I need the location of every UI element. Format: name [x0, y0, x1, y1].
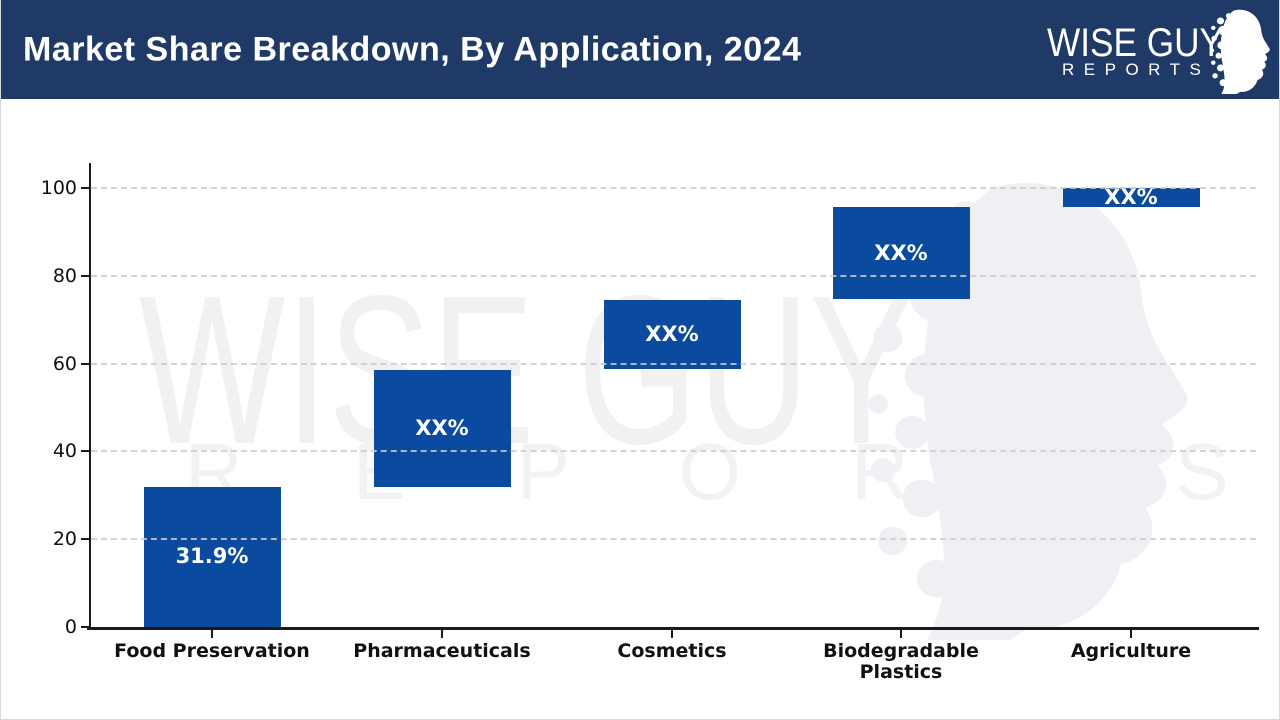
- x-tick-mark: [900, 630, 902, 638]
- y-tick-label: 20: [52, 528, 77, 551]
- logo-subtext: REPORTS: [1062, 60, 1211, 79]
- y-tick-mark: [81, 626, 90, 628]
- chart-title: Market Share Breakdown, By Application, …: [23, 30, 802, 68]
- y-tick-label: 0: [64, 616, 77, 638]
- x-tick-mark: [671, 630, 673, 638]
- y-tick-mark: [81, 362, 90, 365]
- bar-value-label: XX%: [645, 321, 699, 346]
- y-tick-label: 60: [52, 352, 77, 375]
- gridline-100: [91, 187, 1256, 189]
- y-tick-mark: [81, 538, 90, 541]
- bar-pharmaceuticals: XX%: [373, 370, 511, 487]
- y-tick-label: 100: [40, 177, 77, 199]
- gridline-60: [91, 362, 1256, 365]
- y-tick-label: 80: [52, 264, 77, 287]
- y-tick-label: 40: [52, 440, 77, 463]
- x-axis-label: Biodegradable Plastics: [823, 640, 979, 683]
- logo-wordmark: WISE GUY: [1047, 21, 1224, 65]
- x-tick-mark: [211, 630, 213, 638]
- logo-face-icon: [1210, 9, 1270, 94]
- y-axis-spine: [89, 163, 91, 629]
- x-axis-spine: [87, 627, 1259, 630]
- bar-agriculture: XX%: [1062, 185, 1200, 210]
- y-tick-mark: [81, 450, 90, 453]
- x-tick-mark: [1130, 630, 1132, 638]
- gridline-80: [91, 274, 1256, 277]
- y-tick-mark: [81, 274, 90, 277]
- x-tick-mark: [441, 630, 443, 638]
- bar-biodegradable-plastics: XX%: [832, 207, 970, 300]
- gridline-20: [91, 538, 1256, 541]
- bar-value-label: XX%: [1104, 185, 1158, 210]
- y-tick-mark: [81, 187, 90, 189]
- x-axis-label: Agriculture: [1070, 640, 1192, 662]
- x-axis-label: Pharmaceuticals: [353, 640, 531, 662]
- bar-cosmetics: XX%: [603, 299, 741, 370]
- gridline-40: [91, 450, 1256, 453]
- bar-value-label: XX%: [874, 240, 928, 265]
- x-axis-label: Food Preservation: [114, 640, 310, 662]
- bar-value-label: 31.9%: [175, 544, 249, 569]
- x-axis-label: Cosmetics: [617, 640, 727, 662]
- watermark-wordmark: WISE GUY: [139, 251, 913, 488]
- header-banner: Market Share Breakdown, By Application, …: [1, 0, 1279, 99]
- bar-food-preservation: 31.9%: [143, 486, 281, 627]
- bar-value-label: XX%: [415, 415, 469, 440]
